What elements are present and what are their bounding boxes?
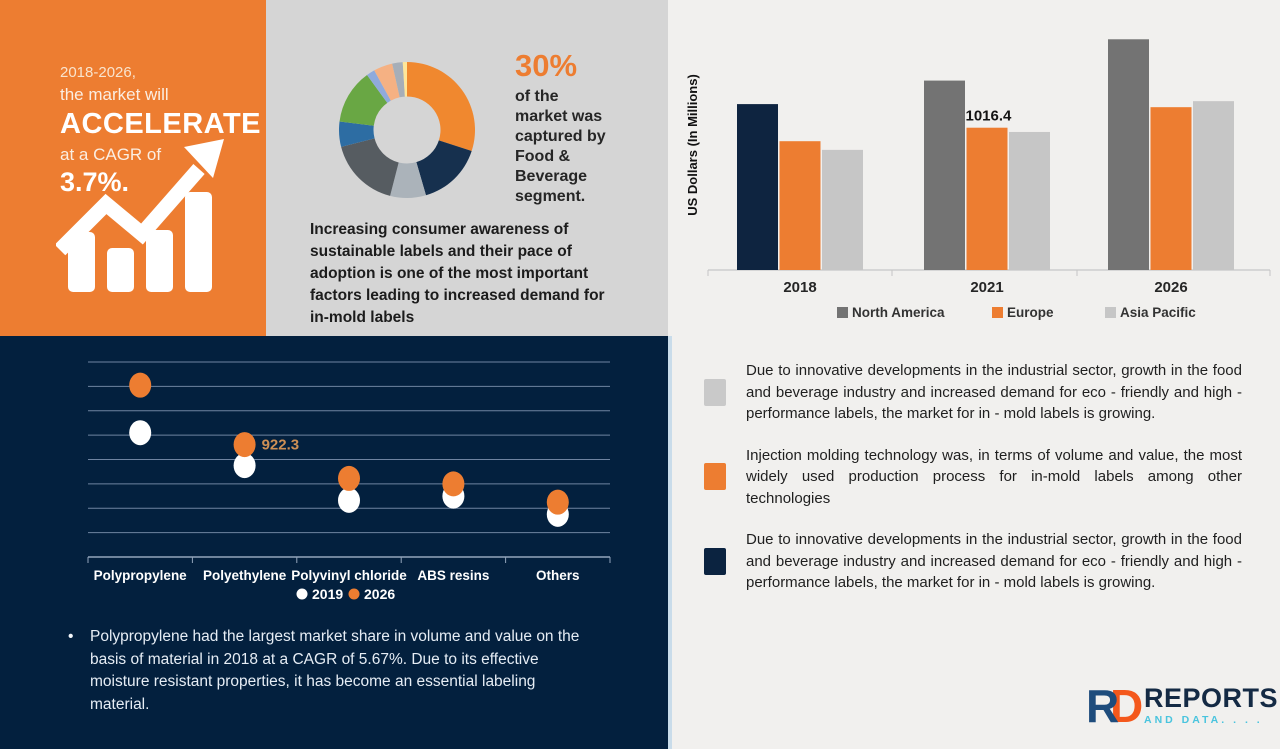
segment-share-caption: of the market was captured by Food & Bev… xyxy=(515,88,606,205)
segment-panel: 30% of the market was captured by Food &… xyxy=(266,0,668,336)
svg-text:2018: 2018 xyxy=(783,279,816,296)
svg-text:Polypropylene: Polypropylene xyxy=(94,568,188,583)
svg-text:Polyethylene: Polyethylene xyxy=(203,568,287,583)
insight-row-injection: Injection molding technology was, in ter… xyxy=(704,445,1242,510)
svg-text:North America: North America xyxy=(852,305,945,320)
svg-text:Europe: Europe xyxy=(1007,305,1054,320)
svg-text:2019: 2019 xyxy=(312,586,343,602)
svg-text:2026: 2026 xyxy=(364,586,395,602)
materials-panel: Polypropylene Polyethylene Polyvinyl chlor… xyxy=(0,336,668,749)
polypropylene-note: • Polypropylene had the largest market s… xyxy=(68,626,588,716)
panel-divider xyxy=(668,336,672,749)
svg-text:922.3: 922.3 xyxy=(262,437,300,454)
awareness-note: Increasing consumer awareness of sustain… xyxy=(310,221,605,326)
regional-bar-chart: 2018 2021 2026 US Dollars (In Millions) Nort… xyxy=(685,39,1271,320)
cagr-line4: at a CAGR of xyxy=(60,145,162,165)
cagr-value: 3.7%. xyxy=(60,166,130,197)
logo-tagline: AND DATA. . . . xyxy=(1144,714,1263,726)
regional-panel: 2018 2021 2026 US Dollars (In Millions) Nort… xyxy=(668,0,1280,749)
svg-text:Polyvinyl chloride: Polyvinyl chloride xyxy=(291,568,407,583)
svg-text:Others: Others xyxy=(536,568,580,583)
insight-row-asia: Due to innovative developments in the in… xyxy=(704,360,1242,425)
logo-r-glyph: R xyxy=(1086,680,1120,732)
logo-text: REPORTS AND DATA. . . . xyxy=(1144,682,1279,727)
cagr-headline: ACCELERATE xyxy=(60,107,262,140)
cagr-line2: the market will xyxy=(60,85,169,105)
svg-text:US Dollars (In Millions): US Dollars (In Millions) xyxy=(685,74,700,216)
insight-text: Due to innovative developments in the in… xyxy=(746,531,1242,591)
navy-marker-icon xyxy=(704,547,726,575)
insight-text: Due to innovative developments in the in… xyxy=(746,362,1242,422)
logo-d-glyph: D xyxy=(1110,680,1144,732)
materials-dot-plot: Polypropylene Polyethylene Polyvinyl chlor… xyxy=(87,361,611,602)
insight-list: Due to innovative developments in the in… xyxy=(704,360,1242,614)
insight-text: Injection molding technology was, in ter… xyxy=(746,446,1242,507)
svg-text:ABS resins: ABS resins xyxy=(417,568,489,583)
bullet-icon: • xyxy=(68,628,74,645)
svg-text:Asia Pacific: Asia Pacific xyxy=(1120,305,1196,320)
segment-share-value: 30% xyxy=(515,48,578,83)
logo-name: REPORTS xyxy=(1144,683,1279,713)
svg-text:2021: 2021 xyxy=(970,279,1003,296)
growth-arrow-icon xyxy=(56,139,224,292)
orange-marker-icon xyxy=(704,463,726,491)
reports-and-data-logo: D R REPORTS AND DATA. . . . xyxy=(1086,682,1278,732)
svg-text:2026: 2026 xyxy=(1154,279,1187,296)
polypropylene-note-text: Polypropylene had the largest market sha… xyxy=(90,628,580,713)
cagr-panel: 2018-2026, the market will ACCELERATE at… xyxy=(0,0,266,336)
cagr-text-block: 2018-2026, the market will ACCELERATE at… xyxy=(60,64,261,198)
svg-text:1016.4: 1016.4 xyxy=(966,108,1013,125)
forecast-period: 2018-2026, xyxy=(60,64,136,81)
application-donut-chart xyxy=(339,62,475,198)
insight-row-industrial: Due to innovative developments in the in… xyxy=(704,529,1242,594)
gray-marker-icon xyxy=(704,378,726,406)
logo-mark-icon: D R xyxy=(1086,680,1144,732)
